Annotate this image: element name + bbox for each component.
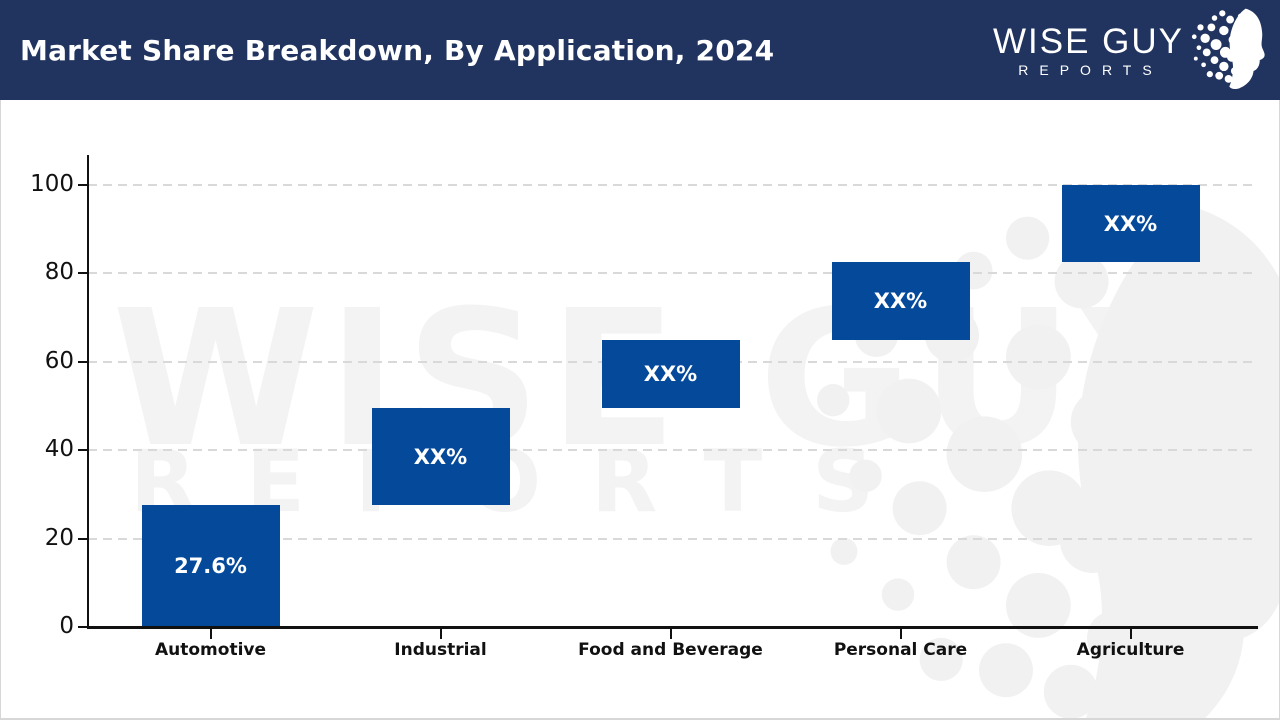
y-axis-tick	[78, 449, 88, 452]
brand-subname: REPORTS	[1018, 61, 1163, 78]
bar-value-label: XX%	[1103, 211, 1158, 236]
x-tick-label: Automotive	[154, 640, 267, 660]
y-tick-label: 100	[30, 171, 74, 197]
bar: XX%	[831, 262, 970, 340]
y-axis-tick	[78, 360, 88, 363]
grid-line	[88, 537, 1258, 540]
bar: 27.6%	[141, 505, 280, 627]
x-axis-tick	[899, 629, 902, 639]
y-axis-tick	[78, 626, 88, 628]
bar-value-label: XX%	[413, 444, 468, 469]
x-tick-label: Agriculture	[1076, 640, 1185, 660]
bar-value-label: XX%	[643, 361, 698, 386]
grid-line	[88, 184, 1258, 186]
brand-logo: WISE GUY REPORTS	[993, 7, 1280, 93]
page-title: Market Share Breakdown, By Application, …	[20, 33, 775, 67]
header-bar: Market Share Breakdown, By Application, …	[0, 0, 1280, 100]
bar-value-label: 27.6%	[174, 553, 247, 578]
brand-name: WISE GUY	[992, 21, 1184, 61]
x-tick-label: Food and Beverage	[578, 640, 763, 660]
y-tick-label: 60	[44, 347, 74, 374]
bar: XX%	[1061, 185, 1200, 263]
brand-head-icon	[1191, 8, 1265, 90]
grid-line	[88, 272, 1258, 275]
y-tick-label: 20	[44, 524, 74, 551]
bar: XX%	[371, 408, 510, 505]
bar-value-label: XX%	[873, 289, 928, 314]
x-tick-label: Industrial	[394, 640, 487, 660]
y-axis-tick	[78, 537, 88, 540]
x-axis-tick	[1129, 629, 1132, 639]
y-tick-label: 40	[44, 436, 74, 463]
x-axis-tick	[439, 629, 442, 639]
y-tick-label: 0	[59, 613, 74, 639]
x-tick-label: Personal Care	[833, 640, 968, 660]
y-tick-label: 80	[44, 259, 74, 286]
x-axis-tick	[669, 629, 672, 639]
y-axis-tick	[78, 184, 88, 186]
y-axis-line	[87, 155, 89, 628]
y-axis-tick	[78, 272, 88, 275]
x-axis-tick	[209, 629, 212, 639]
bar: XX%	[601, 339, 740, 409]
x-axis-line	[87, 626, 1258, 629]
grid-line	[88, 449, 1258, 452]
brand-logo-text: WISE GUY REPORTS	[993, 24, 1184, 77]
